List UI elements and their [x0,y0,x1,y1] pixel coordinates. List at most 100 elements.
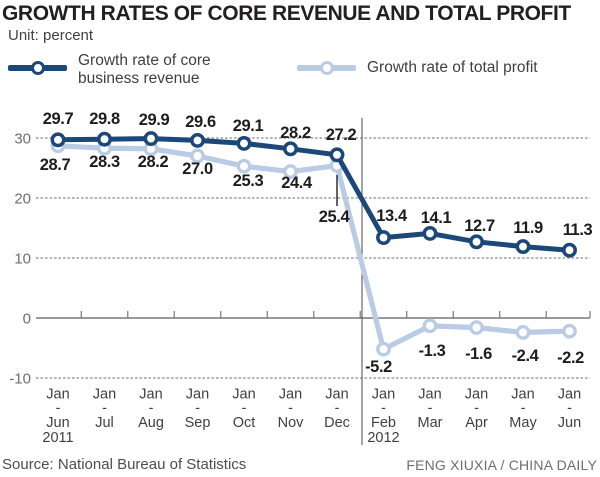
x-axis-label: Jan [186,387,209,403]
total-profit-line [55,143,573,352]
core-revenue-point [97,131,112,147]
legend-label-core-revenue: Growth rate of core business revenue [78,52,211,88]
total-profit-marker-icon [297,60,356,75]
x-axis-label: Aug [138,415,164,431]
total-profit-data-label: -1.3 [419,342,446,360]
total-profit-data-label: 28.7 [40,156,71,174]
total-profit-data-label: 25.3 [233,172,264,190]
x-axis-label: Dec [324,415,350,431]
total-profit-data-label: 24.4 [281,174,313,192]
core-revenue-point [283,141,298,157]
x-axis-label: Jun [558,415,581,431]
x-axis-label: - [335,401,340,417]
x-axis-label: - [521,401,526,417]
x-axis-label: Feb [371,415,396,431]
y-axis-label: 20 [14,191,31,208]
x-axis-label: Jan [232,387,255,403]
core-revenue-point [329,147,345,163]
total-profit-data-label: -5.2 [365,358,392,376]
core-revenue-data-label: 28.2 [280,124,311,142]
x-axis-label: Jan [511,387,534,403]
total-profit-point [469,320,484,335]
legend-item-total-profit: Growth rate of total profit [297,59,538,77]
x-axis-label: - [195,401,200,417]
core-revenue-data-label: 13.4 [376,207,408,225]
core-revenue-point [469,234,484,250]
x-axis-label: - [474,401,479,417]
core-revenue-point [190,132,205,148]
x-axis-label: Jun [46,415,69,431]
core-revenue-point [236,135,252,151]
x-axis-label: - [242,401,247,417]
core-revenue-data-label: 29.8 [89,110,120,128]
total-profit-data-label: -1.6 [465,345,492,363]
y-axis-label: 10 [14,251,31,268]
core-revenue-data-label: 14.1 [421,209,452,227]
total-profit-data-label: 27.0 [182,160,213,178]
core-revenue-point [376,230,391,246]
x-axis-label: Jan [279,387,302,403]
core-revenue-data-label: 12.7 [464,217,495,235]
y-axis-label: 0 [23,311,31,328]
legend-label-total-profit: Growth rate of total profit [367,59,538,77]
x-axis-label: - [149,401,154,417]
x-axis-label: Jan [93,387,116,403]
core-revenue-point [515,239,531,255]
core-revenue-point [562,242,577,258]
core-revenue-point [143,131,159,147]
x-axis-label: - [288,401,293,417]
core-revenue-data-label: 11.3 [563,221,593,239]
core-revenue-data-label: 11.9 [513,219,543,237]
core-revenue-data-label: 29.7 [43,110,74,128]
x-axis-label: Nov [278,415,305,431]
total-profit-point [236,158,252,174]
total-profit-data-label: -2.2 [557,349,584,367]
x-axis-label: Jan [465,387,488,403]
core-revenue-point [50,132,66,148]
total-profit-point [515,325,531,340]
x-axis-label: 2011 [42,430,73,446]
total-profit-data-label: 25.4 [319,208,351,226]
circle-marker-icon [319,60,334,75]
x-axis-label: - [102,401,107,417]
core-revenue-data-label: 29.9 [139,111,170,129]
total-profit-data-label: -2.4 [512,347,540,365]
x-axis-label: Jan [558,387,581,403]
core-revenue-data-label: 27.2 [326,126,357,144]
total-profit-point [422,318,438,334]
x-axis-label: - [428,401,433,417]
core-revenue-line [55,136,572,253]
total-profit-point [376,341,391,357]
circle-marker-icon [30,60,45,75]
x-axis-label: 2012 [367,430,399,446]
core-revenue-point [422,225,438,241]
x-axis-label: Jan [372,387,395,403]
x-axis-label: Mar [418,415,443,431]
x-axis-label: Jan [46,387,69,403]
x-axis-label: Jul [95,415,114,431]
core-revenue-data-label: 29.6 [185,113,216,131]
x-axis-label: Jan [325,387,348,403]
x-axis-label: Sep [185,415,211,431]
x-axis-label: Jan [139,387,162,403]
total-profit-point [283,164,298,179]
x-axis-label: Apr [465,415,488,431]
unit-label: Unit: percent [8,27,94,44]
total-profit-point [190,148,205,164]
total-profit-data-label: 28.2 [138,153,169,171]
legend-label-line: Growth rate of total profit [367,59,538,76]
y-axis-label: -10 [9,371,31,388]
core-revenue-marker-icon [8,60,67,75]
x-axis-label: Oct [233,415,256,431]
byline-credit: FENG XIUXIA / CHINA DAILY [406,457,597,473]
x-axis-label: Jan [418,387,441,403]
core-revenue-data-label: 29.1 [233,117,264,135]
legend-label-line: Growth rate of core [78,52,211,69]
x-axis-label: - [381,401,386,417]
total-profit-data-label: 28.3 [89,153,120,171]
legend-item-core-revenue: Growth rate of core business revenue [8,52,211,88]
x-axis-label: - [567,401,572,417]
chart-title: GROWTH RATES OF CORE REVENUE AND TOTAL P… [2,2,571,25]
